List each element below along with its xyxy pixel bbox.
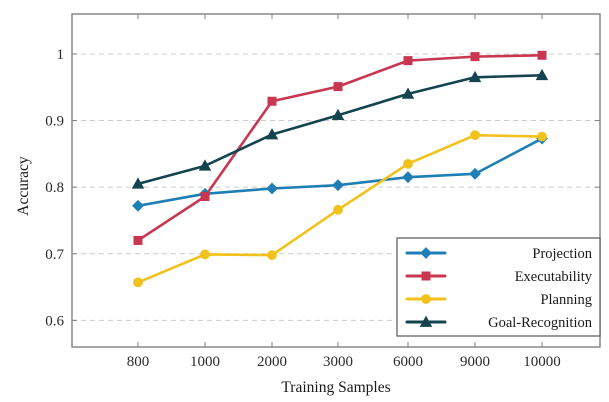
data-point xyxy=(198,159,212,171)
data-point xyxy=(133,235,143,245)
data-point xyxy=(267,96,277,106)
data-point xyxy=(132,199,144,212)
data-point xyxy=(200,249,210,260)
x-tick-label-3000: 3000 xyxy=(323,354,353,370)
x-tick-label-10000: 10000 xyxy=(523,354,561,370)
data-point xyxy=(333,82,343,92)
data-point xyxy=(468,70,482,83)
data-point xyxy=(403,158,413,169)
data-point xyxy=(535,68,549,81)
data-point xyxy=(333,204,343,215)
legend-label-projection: Projection xyxy=(532,246,592,262)
y-tick-label-0.6: 0.6 xyxy=(45,313,64,329)
legend-label-planning: Planning xyxy=(540,292,592,308)
plot-border xyxy=(71,13,601,348)
data-point xyxy=(401,87,415,99)
data-point xyxy=(537,131,547,142)
x-tick-label-9000: 9000 xyxy=(460,354,490,370)
data-point xyxy=(266,182,278,195)
y-tick-label-1: 1 xyxy=(57,47,65,63)
data-point xyxy=(469,167,481,180)
x-axis-ticks xyxy=(137,14,543,347)
x-tick-label-6000: 6000 xyxy=(393,354,423,370)
data-point xyxy=(200,191,210,201)
x-axis-title: Training Samples xyxy=(281,379,390,396)
x-tick-label-1000: 1000 xyxy=(190,354,220,370)
legend-swatch-marker xyxy=(420,247,432,259)
data-series-layer xyxy=(131,50,549,288)
y-axis-title: Accuracy xyxy=(15,156,32,216)
data-point xyxy=(265,128,279,140)
series-planning xyxy=(133,130,547,288)
x-tick-label-2000: 2000 xyxy=(257,354,287,370)
data-point xyxy=(331,108,345,121)
y-axis-tick-labels: 0.6 0.7 0.8 0.9 1 xyxy=(45,47,64,329)
data-point xyxy=(131,177,145,189)
x-tick-label-800: 800 xyxy=(127,354,150,370)
data-point xyxy=(332,179,344,192)
plot-frame xyxy=(71,13,601,348)
legend-swatch-marker xyxy=(421,271,431,281)
y-tick-label-0.8: 0.8 xyxy=(45,180,64,196)
y-tick-label-0.7: 0.7 xyxy=(45,247,64,263)
series-goal-recognition xyxy=(131,68,549,189)
x-axis-tick-labels: 800 1000 2000 3000 6000 9000 10000 xyxy=(127,354,561,370)
data-point xyxy=(267,250,277,260)
legend-swatch-marker xyxy=(421,294,431,304)
series-executability xyxy=(133,50,547,245)
data-point xyxy=(133,277,143,288)
legend-label-executability: Executability xyxy=(515,269,593,285)
data-point xyxy=(470,130,480,141)
legend-label-goal-recognition: Goal-Recognition xyxy=(488,315,593,331)
legend-swatch-marker xyxy=(419,315,433,327)
data-point xyxy=(402,171,414,184)
data-point xyxy=(537,50,547,60)
chart-legend: Projection Executability Planning Goal-Reco… xyxy=(396,237,601,337)
data-point xyxy=(470,52,480,62)
y-tick-label-0.9: 0.9 xyxy=(45,114,64,130)
data-point xyxy=(403,56,413,66)
